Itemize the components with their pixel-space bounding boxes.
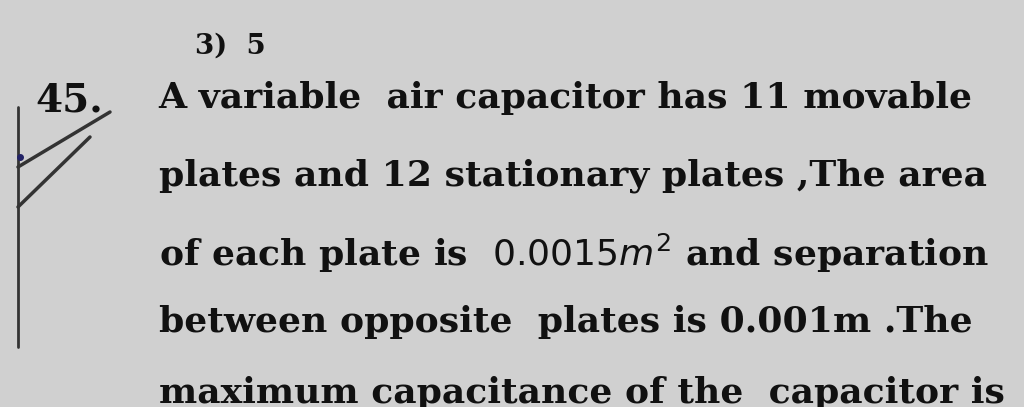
Text: A variable  air capacitor has 11 movable: A variable air capacitor has 11 movable (159, 81, 973, 116)
Text: maximum capacitance of the  capacitor is: maximum capacitance of the capacitor is (159, 376, 1005, 407)
Text: 3)  5: 3) 5 (195, 33, 265, 59)
Text: of each plate is  $0.0015m^2$ and separation: of each plate is $0.0015m^2$ and separat… (159, 232, 989, 275)
Text: plates and 12 stationary plates ,The area: plates and 12 stationary plates ,The are… (159, 159, 987, 193)
Text: 45.: 45. (36, 81, 103, 119)
Text: between opposite  plates is 0.001m .The: between opposite plates is 0.001m .The (159, 305, 973, 339)
